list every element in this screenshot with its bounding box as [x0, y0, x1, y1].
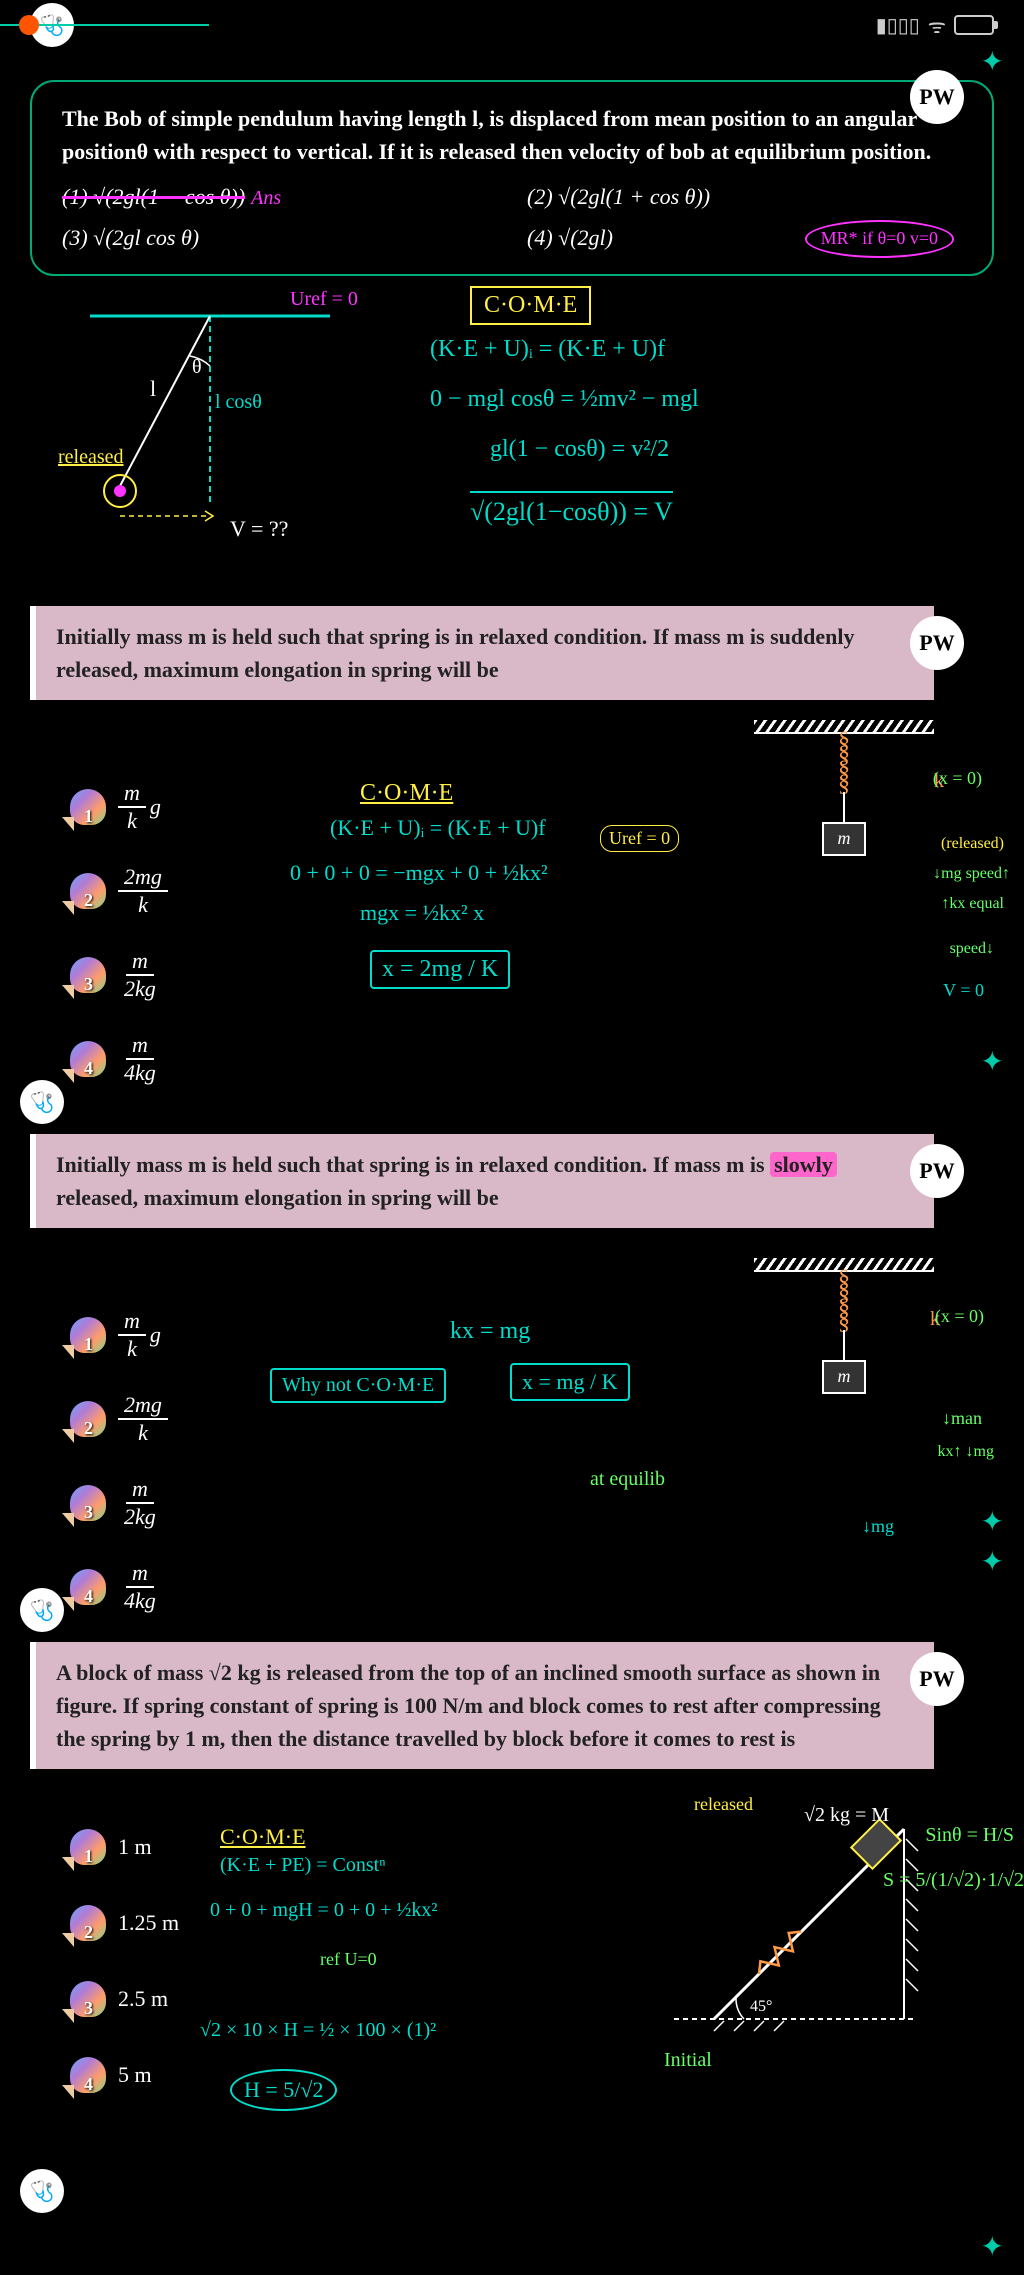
hw3-why: Why not C·O·M·E: [270, 1368, 446, 1403]
q1-working: Uref = 0 l θ l cosθ released V = ?? C·O·…: [30, 296, 994, 596]
hw4-rel: released: [694, 1794, 753, 1815]
hw-l: l: [150, 376, 156, 402]
q1-text: The Bob of simple pendulum having length…: [62, 102, 962, 168]
hw4-come: C·O·M·E: [220, 1824, 306, 1850]
q4-opt3: 32.5 m: [70, 1981, 179, 2017]
hw4-S: S = 5/(1/√2)·1/√2: [883, 1869, 1024, 1892]
question-1: PW The Bob of simple pendulum having len…: [30, 80, 994, 276]
q4-text: A block of mass √2 kg is released from t…: [30, 1642, 934, 1769]
q4-opt2: 21.25 m: [70, 1905, 179, 1941]
pw-stetho-logo: [20, 1588, 64, 1632]
sparkle-icon: ✦: [981, 1545, 1004, 1579]
pw-logo: PW: [910, 1652, 964, 1706]
hw2-ans: x = 2mg / K: [370, 950, 510, 989]
hw-l2: 0 − mgl cosθ = ½mv² − mgl: [430, 386, 699, 413]
seek-slider[interactable]: [0, 24, 209, 26]
q3-opt1: 1 mk g: [70, 1308, 168, 1362]
spring-diagram-1: §§§§ m k (x = 0) (released) ↓mg speed↑ ↑…: [754, 720, 934, 1000]
q2-opt1: 1 mk g: [70, 780, 168, 834]
sparkle-icon: ✦: [981, 1505, 1004, 1539]
hw4-l2: 0 + 0 + mgH = 0 + 0 + ½kx²: [210, 1899, 437, 1922]
hw3-eq: at equilib: [590, 1468, 665, 1491]
hw2-l3: mgx = ½kx² x: [360, 900, 484, 926]
hw4-init: Initial: [664, 2049, 712, 2072]
hw2-l2: 0 + 0 + 0 = −mgx + 0 + ½kx²: [290, 860, 548, 886]
hw3-man: ↓man: [942, 1408, 982, 1429]
hw2-uref: Uref = 0: [600, 825, 679, 852]
hw4-sin: Sinθ = H/S: [925, 1824, 1014, 1847]
hw3-ans: x = mg / K: [510, 1363, 630, 1401]
hw2-l1: (K·E + U)ᵢ = (K·E + U)f: [330, 815, 546, 841]
hw2-v0: V = 0: [943, 980, 984, 1001]
q2-opt3: 3 m2kg: [70, 948, 168, 1002]
spring-diagram-2: §§§§ m k (x = 0) ↓man kx↑ ↓mg ↓mg: [754, 1258, 934, 1538]
q1-opt1: (1) √(2gl(1 − cos θ))Ans: [62, 180, 497, 213]
hw-theta: θ: [192, 356, 202, 379]
hw-released: released: [58, 446, 124, 469]
q2-text: Initially mass m is held such that sprin…: [30, 606, 934, 700]
q1-opt3: (3) √(2gl cos θ): [62, 221, 497, 254]
q3-opt3: 3 m2kg: [70, 1476, 168, 1530]
pendulum-diagram: [50, 286, 370, 566]
wifi-icon: ᯤ: [928, 12, 946, 39]
hw-l4: √(2gl(1−cosθ)) = V: [470, 491, 673, 527]
incline-diagram: 45° released √2 kg = M Initial: [654, 1799, 934, 2039]
battery-icon: [954, 15, 994, 35]
hw-vq: V = ??: [230, 516, 288, 542]
question-2: Initially mass m is held such that sprin…: [30, 606, 994, 1060]
q3-options: 1 mk g 2 2mgk 3 m2kg 4 m4kg: [70, 1308, 168, 1614]
hw2-rel: (released): [941, 835, 1004, 853]
pw-stetho-logo: [20, 2169, 64, 2213]
hw2-a2: ↑kx equal: [941, 895, 1004, 913]
pw-logo: PW: [910, 1144, 964, 1198]
hw-l1: (K·E + U)ᵢ = (K·E + U)f: [430, 336, 665, 363]
hw-come: C·O·M·E: [470, 286, 591, 325]
hw2-come: C·O·M·E: [360, 780, 453, 807]
svg-text:45°: 45°: [750, 1998, 772, 2015]
q1-anno-circle: MR* if θ=0 v=0: [805, 220, 954, 258]
sparkle-icon: ✦: [981, 45, 1004, 79]
pw-logo: PW: [910, 70, 964, 124]
pw-logo: PW: [910, 616, 964, 670]
q3-opt2: 2 2mgk: [70, 1392, 168, 1446]
sparkle-icon: ✦: [981, 2230, 1004, 2264]
q1-opt2: (2) √(2gl(1 + cos θ)): [527, 180, 962, 213]
signal-icon: ▮▯▯▯: [876, 13, 920, 38]
hw4-l3: √2 × 10 × H = ½ × 100 × (1)²: [200, 2019, 436, 2042]
q4-options: 11 m 21.25 m 32.5 m 45 m: [70, 1829, 179, 2093]
hw4-h: H = 5/√2: [230, 2069, 337, 2111]
sparkle-icon: ✦: [981, 1045, 1004, 1079]
hw2-x0: (x = 0): [933, 768, 982, 789]
question-4: A block of mass √2 kg is released from t…: [30, 1642, 994, 2149]
hw3-l1: kx = mg: [450, 1318, 530, 1345]
hw3-kx: kx↑ ↓mg: [938, 1443, 994, 1461]
q4-opt1: 11 m: [70, 1829, 179, 1865]
hw4-l1: (K·E + PE) = Constⁿ: [220, 1854, 386, 1877]
q2-opt4: 4 m4kg: [70, 1032, 168, 1086]
hw4-mass: √2 kg = M: [804, 1804, 889, 1827]
hw2-sd: speed↓: [950, 940, 994, 958]
hw-lcos: l cosθ: [215, 391, 262, 414]
hw-l3: gl(1 − cosθ) = v²/2: [490, 436, 669, 463]
hw3-mg: ↓mg: [862, 1516, 894, 1537]
hw3-x0: (x = 0): [935, 1306, 984, 1327]
status-bar: 1 PM ▮▯▯▯ ᯤ: [0, 0, 1024, 50]
hw4-ref: ref U=0: [320, 1949, 377, 1970]
q4-opt4: 45 m: [70, 2057, 179, 2093]
hw-uref: Uref = 0: [290, 288, 358, 311]
q3-text: Initially mass m is held such that sprin…: [30, 1134, 934, 1228]
status-icons: ▮▯▯▯ ᯤ: [876, 12, 994, 39]
pw-stetho-logo: [20, 1080, 64, 1124]
question-3: Initially mass m is held such that sprin…: [30, 1134, 994, 1568]
hw2-a1: ↓mg speed↑: [933, 865, 1010, 883]
q3-opt4: 4 m4kg: [70, 1560, 168, 1614]
q2-options: 1 mk g 2 2mgk 3 m2kg 4 m4kg: [70, 780, 168, 1086]
q2-opt2: 2 2mgk: [70, 864, 168, 918]
